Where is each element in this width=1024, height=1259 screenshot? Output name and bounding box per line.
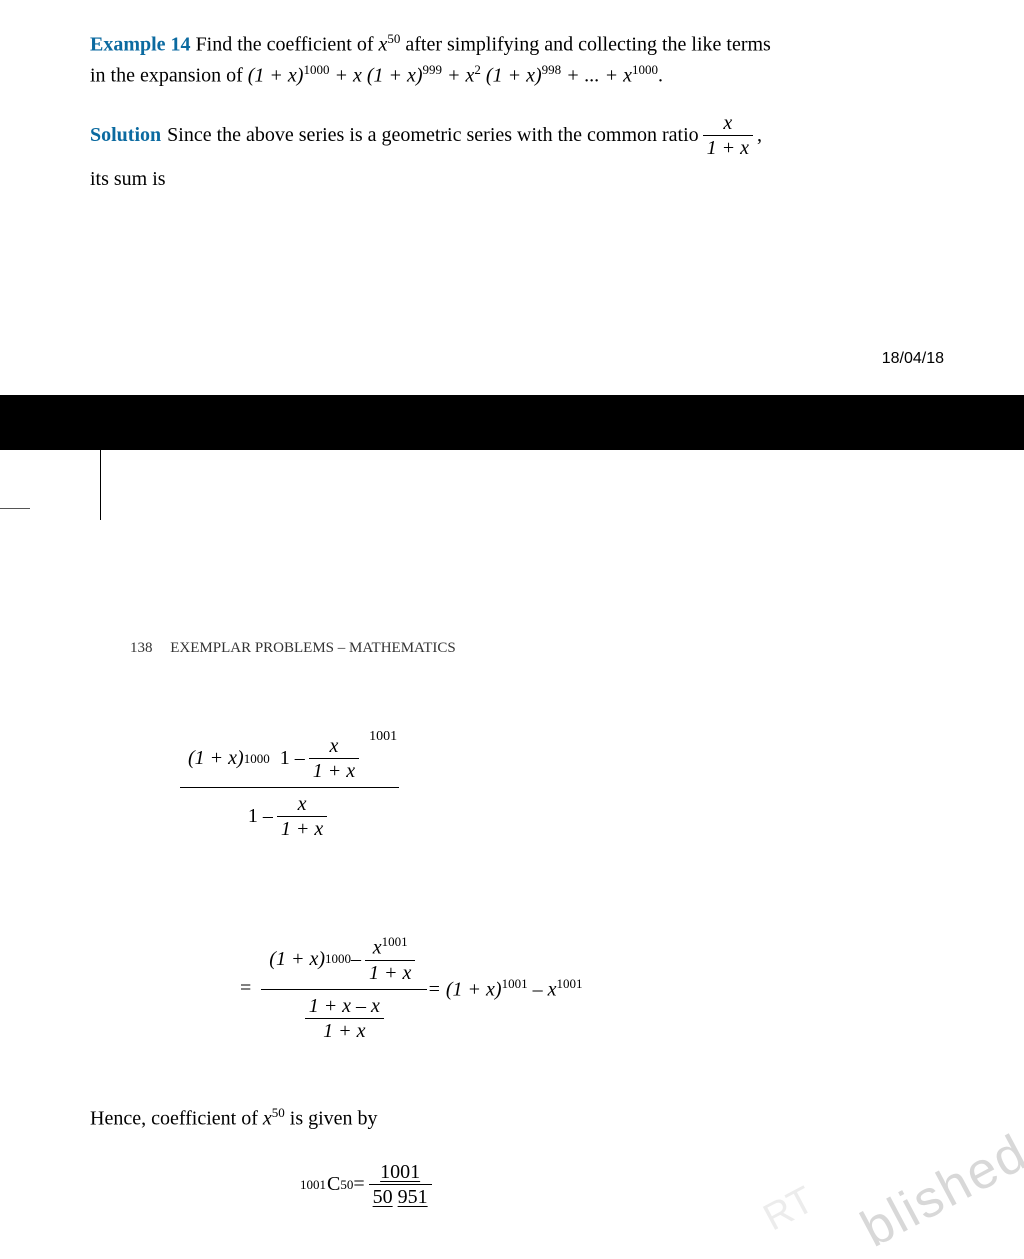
expansion-prefix: in the expansion of <box>90 64 248 86</box>
expansion-t1: (1 + x) <box>248 64 304 86</box>
eq2-minus: – <box>351 948 361 971</box>
exp-1000: 1000 <box>303 62 329 77</box>
eq1-bigfrac: (1 + x)1000 1 – x 1 + x 1001 1 – x 1 + x <box>180 730 399 845</box>
eq1-oneminus: 1 – <box>280 747 305 770</box>
eq1-denominator: 1 – x 1 + x <box>240 788 339 845</box>
example-text-2: after simplifying and collecting the lik… <box>400 34 770 56</box>
eq2-rhs: = (1 + x)1001 – x1001 <box>427 976 582 1002</box>
eq2-n2-den: 1 + x <box>365 961 415 985</box>
eq3-bot: 50 951 <box>369 1185 432 1209</box>
margin-stub <box>100 450 101 520</box>
eq1-numerator: (1 + x)1000 1 – x 1 + x 1001 <box>180 730 399 787</box>
example-var-exp: 50 <box>387 31 400 46</box>
hence-t2: is given by <box>285 1108 378 1130</box>
example-heading: Example 14 Find the coefficient of x50 a… <box>90 30 934 59</box>
eq3-presup: 1001 <box>300 1177 326 1193</box>
expansion-period: . <box>658 64 663 86</box>
eq3-frac: 1001 50 951 <box>369 1160 432 1209</box>
ratio-num: x <box>719 111 736 135</box>
eq2-dfrac: 1 + x – x 1 + x <box>305 994 384 1043</box>
eq1-if-den: 1 + x <box>309 759 359 783</box>
eq1-a-exp: 1000 <box>244 751 270 767</box>
eq3-top: 1001 <box>376 1160 424 1184</box>
eq1-innerfrac: x 1 + x <box>309 734 359 783</box>
example-expansion: in the expansion of (1 + x)1000 + x (1 +… <box>90 61 934 90</box>
eq3-sub: 50 <box>340 1177 353 1193</box>
expansion-t2: + x (1 + x) <box>329 64 422 86</box>
eq1-a: (1 + x) <box>188 747 244 770</box>
eq2-num: (1 + x)1000 – x1001 1 + x <box>261 930 427 989</box>
eq2-n1: (1 + x) <box>269 948 325 971</box>
example-text-1: Find the coefficient of <box>191 34 379 56</box>
equation-2: = (1 + x)1000 – x1001 1 + x 1 + x – x 1 … <box>230 930 582 1047</box>
solution-label: Solution <box>90 124 161 147</box>
ratio-fraction: x 1 + x <box>703 111 753 160</box>
exp-998: 998 <box>542 62 562 77</box>
exp-1000b: 1000 <box>632 62 658 77</box>
eq1-if-num: x <box>325 734 342 758</box>
eq1-dif-den: 1 + x <box>277 817 327 841</box>
example-label: Example 14 <box>90 34 191 56</box>
watermark-main: blished <box>852 1123 1024 1259</box>
expansion-t3: + x <box>442 64 474 86</box>
ratio-den: 1 + x <box>703 136 753 160</box>
page-title: EXEMPLAR PROBLEMS – MATHEMATICS <box>170 640 455 656</box>
hence-line: Hence, coefficient of x50 is given by <box>90 1105 378 1131</box>
eq1-dif-num: x <box>294 792 311 816</box>
eq3-eq: = <box>353 1173 364 1196</box>
hence-x: x <box>263 1108 272 1130</box>
eq2-d-num: 1 + x – x <box>305 994 384 1018</box>
watermark-sub: RT <box>757 1179 821 1240</box>
hence-exp: 50 <box>272 1105 285 1120</box>
expansion-dots: + ... + x <box>561 64 632 86</box>
equation-3: 1001C50 = 1001 50 951 <box>300 1160 436 1209</box>
page-number: 138 <box>130 640 153 656</box>
eq2-n2-num: x1001 <box>369 934 412 960</box>
solution-text: Since the above series is a geometric se… <box>167 124 699 147</box>
eq2-n2frac: x1001 1 + x <box>365 934 415 985</box>
equation-1: (1 + x)1000 1 – x 1 + x 1001 1 – x 1 + x <box>180 730 399 845</box>
hence-t1: Hence, coefficient of <box>90 1108 263 1130</box>
eq1-d-oneminus: 1 – <box>248 805 273 828</box>
eq3-C: C <box>327 1173 340 1196</box>
eq1-d-innerfrac: x 1 + x <box>277 792 327 841</box>
ratio-comma: , <box>757 124 762 147</box>
exp-999: 999 <box>423 62 443 77</box>
eq2-d-den: 1 + x <box>319 1019 369 1043</box>
separator-bar <box>0 395 1024 450</box>
page-date: 18/04/18 <box>882 350 944 368</box>
eq2-n1-exp: 1000 <box>325 951 351 967</box>
eq2-equals: = <box>240 977 251 1000</box>
solution-line: Solution Since the above series is a geo… <box>90 111 934 160</box>
expansion-t4: (1 + x) <box>481 64 542 86</box>
eq2-bigfrac: (1 + x)1000 – x1001 1 + x 1 + x – x 1 + … <box>261 930 427 1047</box>
its-sum-text: its sum is <box>90 168 934 191</box>
eq1-outer-exp: 1001 <box>369 729 397 745</box>
page-header: 138 EXEMPLAR PROBLEMS – MATHEMATICS <box>130 640 456 657</box>
margin-stub-h <box>0 508 30 509</box>
eq2-den: 1 + x – x 1 + x <box>293 990 396 1047</box>
